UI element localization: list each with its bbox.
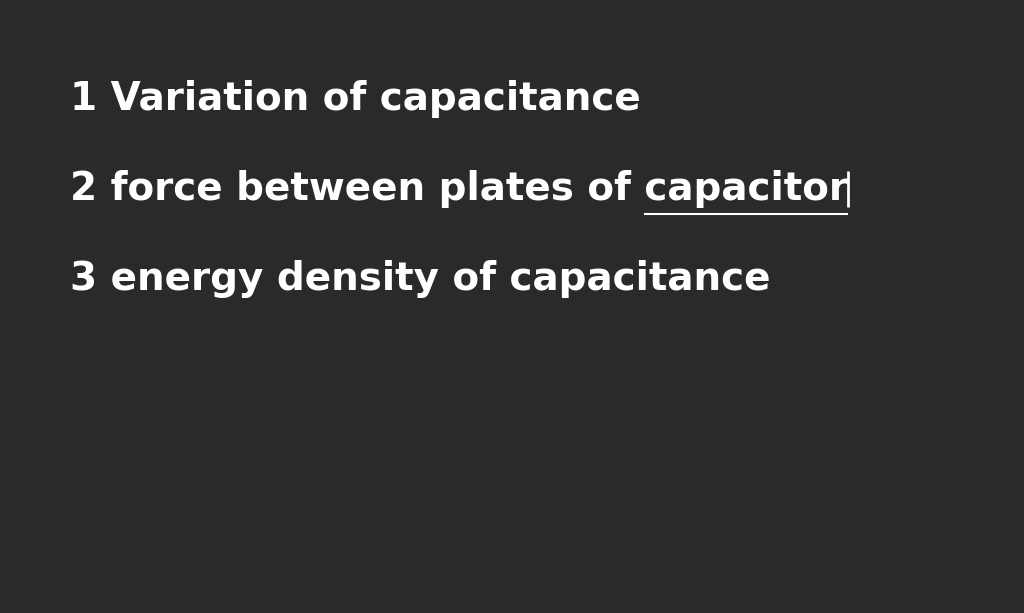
Text: 3 energy density of capacitance: 3 energy density of capacitance (70, 260, 770, 298)
Text: 2 force between plates of: 2 force between plates of (70, 170, 644, 208)
Text: 2 force between plates of capacitor: 2 force between plates of capacitor (70, 170, 848, 208)
Text: 1 Variation of capacitance: 1 Variation of capacitance (70, 80, 641, 118)
